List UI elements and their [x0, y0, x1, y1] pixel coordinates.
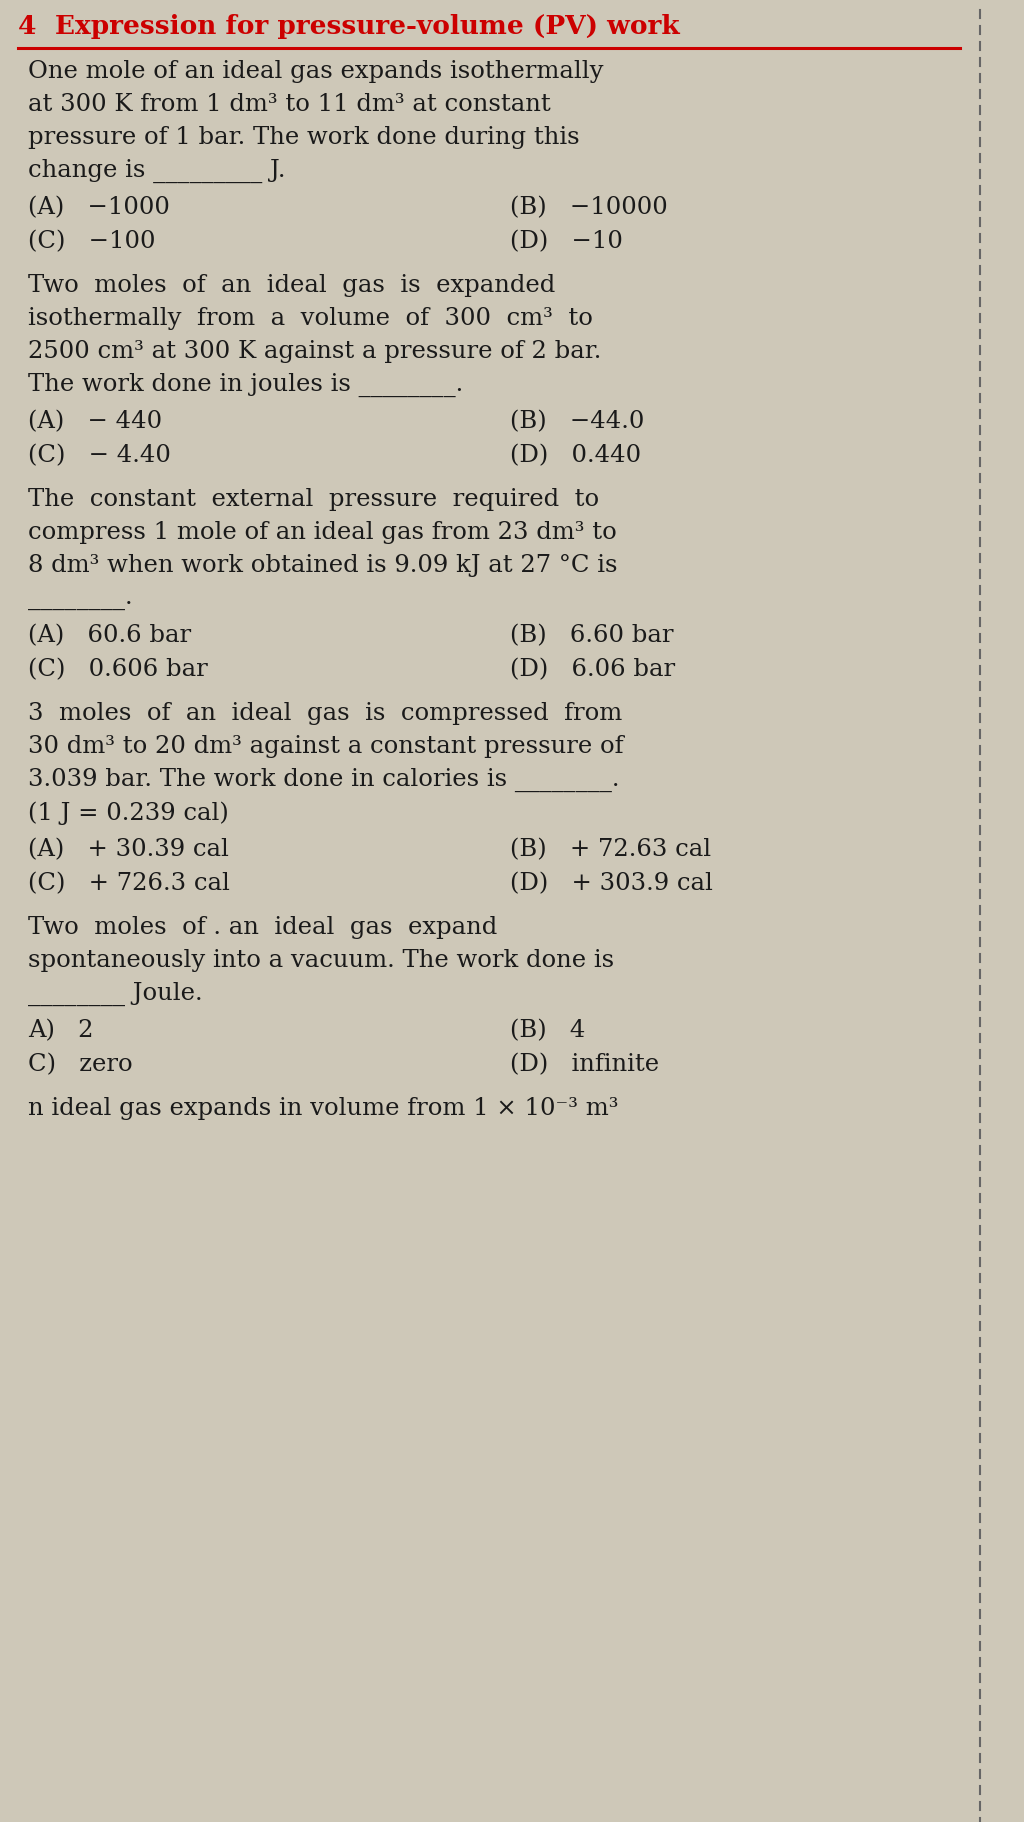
- Text: at 300 K from 1 dm³ to 11 dm³ at constant: at 300 K from 1 dm³ to 11 dm³ at constan…: [28, 93, 551, 117]
- Text: 4: 4: [18, 15, 37, 38]
- Text: The work done in joules is ________.: The work done in joules is ________.: [28, 374, 463, 397]
- Text: (D)   + 303.9 cal: (D) + 303.9 cal: [510, 873, 713, 895]
- Text: isothermally  from  a  volume  of  300  cm³  to: isothermally from a volume of 300 cm³ to: [28, 306, 593, 330]
- Text: (C)   −100: (C) −100: [28, 230, 156, 253]
- Text: (A)   −1000: (A) −1000: [28, 197, 170, 219]
- Text: (D)   0.440: (D) 0.440: [510, 445, 641, 466]
- Text: Two  moles  of . an  ideal  gas  expand: Two moles of . an ideal gas expand: [28, 916, 498, 938]
- Text: 3  moles  of  an  ideal  gas  is  compressed  from: 3 moles of an ideal gas is compressed fr…: [28, 701, 623, 725]
- Text: A)   2: A) 2: [28, 1018, 93, 1042]
- Text: n ideal gas expands in volume from 1 × 10⁻³ m³: n ideal gas expands in volume from 1 × 1…: [28, 1097, 618, 1121]
- Text: spontaneously into a vacuum. The work done is: spontaneously into a vacuum. The work do…: [28, 949, 614, 971]
- Text: (C)   + 726.3 cal: (C) + 726.3 cal: [28, 873, 229, 895]
- Text: ________ Joule.: ________ Joule.: [28, 982, 203, 1006]
- Text: Two  moles  of  an  ideal  gas  is  expanded: Two moles of an ideal gas is expanded: [28, 273, 555, 297]
- Text: (C)   − 4.40: (C) − 4.40: [28, 445, 171, 466]
- Text: One mole of an ideal gas expands isothermally: One mole of an ideal gas expands isother…: [28, 60, 603, 84]
- Text: 3.039 bar. The work done in calories is ________.: 3.039 bar. The work done in calories is …: [28, 769, 620, 793]
- Text: (A)   60.6 bar: (A) 60.6 bar: [28, 623, 191, 647]
- Text: (B)   −44.0: (B) −44.0: [510, 410, 644, 434]
- Text: change is _________ J.: change is _________ J.: [28, 159, 286, 184]
- Text: ________.: ________.: [28, 587, 133, 610]
- Text: 30 dm³ to 20 dm³ against a constant pressure of: 30 dm³ to 20 dm³ against a constant pres…: [28, 734, 624, 758]
- Text: pressure of 1 bar. The work done during this: pressure of 1 bar. The work done during …: [28, 126, 580, 149]
- Text: (C)   0.606 bar: (C) 0.606 bar: [28, 658, 208, 681]
- Text: The  constant  external  pressure  required  to: The constant external pressure required …: [28, 488, 599, 510]
- Text: (B)   + 72.63 cal: (B) + 72.63 cal: [510, 838, 711, 862]
- Text: (B)   −10000: (B) −10000: [510, 197, 668, 219]
- Text: (B)   4: (B) 4: [510, 1018, 586, 1042]
- Text: (D)   infinite: (D) infinite: [510, 1053, 659, 1077]
- Text: (A)   + 30.39 cal: (A) + 30.39 cal: [28, 838, 229, 862]
- Text: (B)   6.60 bar: (B) 6.60 bar: [510, 623, 674, 647]
- Text: (A)   − 440: (A) − 440: [28, 410, 162, 434]
- Text: 2500 cm³ at 300 K against a pressure of 2 bar.: 2500 cm³ at 300 K against a pressure of …: [28, 341, 601, 363]
- Text: compress 1 mole of an ideal gas from 23 dm³ to: compress 1 mole of an ideal gas from 23 …: [28, 521, 616, 545]
- Text: (1 J = 0.239 cal): (1 J = 0.239 cal): [28, 802, 228, 825]
- Text: (D)   −10: (D) −10: [510, 230, 623, 253]
- Text: C)   zero: C) zero: [28, 1053, 133, 1077]
- Text: 8 dm³ when work obtained is 9.09 kJ at 27 °C is: 8 dm³ when work obtained is 9.09 kJ at 2…: [28, 554, 617, 578]
- Text: (D)   6.06 bar: (D) 6.06 bar: [510, 658, 675, 681]
- Text: Expression for pressure-volume (PV) work: Expression for pressure-volume (PV) work: [55, 15, 680, 38]
